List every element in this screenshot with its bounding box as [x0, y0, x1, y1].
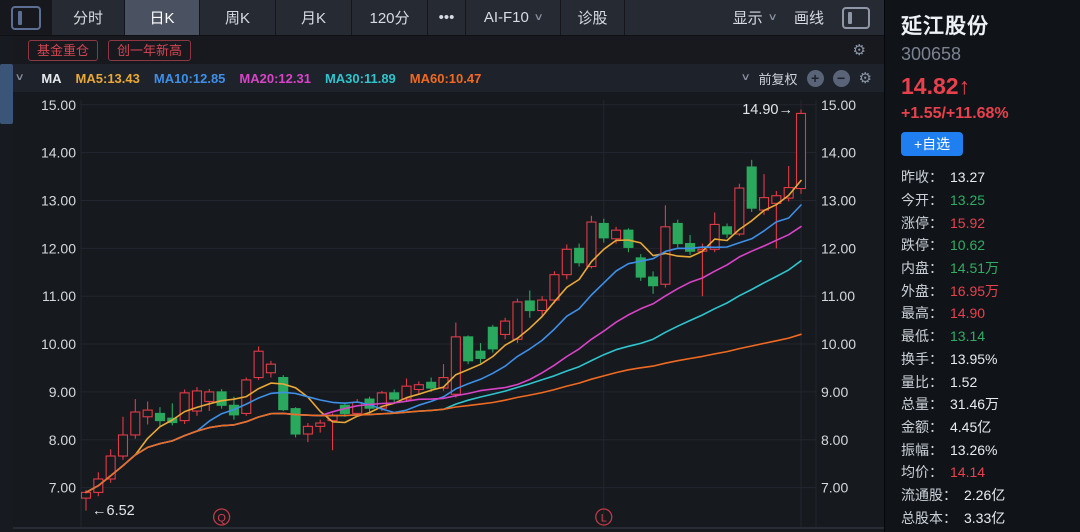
ma30-legend: MA30:11.89	[324, 70, 396, 86]
field-amplitude: 振幅： 13.26%	[901, 441, 998, 458]
field-outer-volume: 外盘： 16.95万	[901, 282, 1000, 299]
left-panel-toggle[interactable]	[0, 0, 52, 35]
ma10-legend: MA10:12.85	[153, 70, 226, 86]
svg-text:15.00: 15.00	[821, 97, 856, 113]
svg-text:L: L	[601, 513, 607, 525]
svg-text:13.00: 13.00	[821, 193, 856, 209]
candlestick-chart[interactable]: 15.00 15.00 14.00 14.00 13.00 13.00 12.00 12.00…	[0, 92, 884, 532]
tab-zhengu[interactable]: 诊股	[561, 0, 625, 35]
zoom-out-button[interactable]: −	[832, 69, 850, 87]
badge-one-year-high[interactable]: 创一年新高	[108, 39, 192, 61]
field-limit-down: 跌停： 10.62	[901, 237, 986, 254]
tab-minute-chart[interactable]: 分时	[52, 0, 125, 35]
layout-panel-icon	[11, 5, 41, 30]
svg-text:9.00: 9.00	[49, 384, 76, 400]
field-avg-price: 均价： 14.14	[901, 464, 986, 481]
tag-row: 基金重仓 创一年新高 ⚙	[0, 36, 884, 64]
svg-text:9.00: 9.00	[821, 384, 848, 400]
field-prev-close: 昨收： 13.27	[901, 169, 986, 186]
svg-text:7.00: 7.00	[821, 480, 848, 496]
toolbar-spacer	[625, 0, 733, 35]
toolbar: 分时 日K 周K 月K 120分 ••• AI-F10 ∨ 诊股 显示 ∨ 画线	[0, 0, 884, 36]
zoom-in-button[interactable]: +	[806, 69, 824, 87]
adjust-mode-label[interactable]: 前复权	[758, 71, 798, 87]
tab-ai-f10[interactable]: AI-F10 ∨	[466, 0, 561, 35]
tab-monthly-k[interactable]: 月K	[276, 0, 352, 35]
field-total-volume: 总量： 31.46万	[901, 396, 1000, 413]
display-menu[interactable]: 显示 ∨	[732, 7, 778, 28]
svg-text:14.00: 14.00	[41, 145, 76, 161]
chevron-down-icon[interactable]: ∨	[740, 72, 751, 83]
svg-text:8.00: 8.00	[49, 432, 76, 448]
ma20-legend: MA20:12.31	[239, 70, 311, 86]
kline-chart-area[interactable]: 15.00 15.00 14.00 14.00 13.00 13.00 12.00 12.00…	[0, 92, 884, 532]
stock-info-panel: 延江股份 300658 14.82↑ +1.55/+11.68% +自选 昨收：…	[884, 0, 1080, 532]
svg-text:7.00: 7.00	[49, 480, 76, 496]
ma-controls: ∨ 前复权 + − ⚙	[740, 64, 872, 92]
svg-text:Q: Q	[217, 513, 226, 525]
svg-text:13.00: 13.00	[41, 193, 76, 209]
field-open: 今开： 13.25	[901, 192, 986, 209]
field-high: 最高： 14.90	[901, 305, 986, 322]
stock-code: 300658	[901, 44, 962, 64]
add-watchlist-button[interactable]: +自选	[901, 132, 964, 156]
svg-text:12.00: 12.00	[41, 240, 76, 256]
svg-text:10.00: 10.00	[41, 336, 76, 352]
chevron-down-icon: ∨	[767, 11, 778, 23]
svg-text:15.00: 15.00	[41, 97, 76, 113]
collapse-chevron-icon[interactable]: ∨	[14, 72, 25, 83]
display-label: 显示	[732, 10, 763, 27]
svg-text:8.00: 8.00	[821, 432, 848, 448]
svg-text:14.00: 14.00	[821, 145, 856, 161]
stock-name: 延江股份	[901, 15, 989, 38]
field-float-shares: 流通股： 2.26亿	[901, 486, 1006, 503]
panel-toggle-icon	[842, 6, 870, 29]
field-low: 最低： 13.14	[901, 328, 986, 345]
ma-title: MA	[41, 70, 62, 86]
left-scroll-strip	[0, 36, 13, 532]
tab-daily-k[interactable]: 日K	[125, 0, 200, 35]
draw-line-label: 画线	[793, 10, 824, 27]
last-price: 14.82↑	[901, 73, 971, 99]
tab-120min[interactable]: 120分	[352, 0, 428, 35]
ma60-legend: MA60:10.47	[409, 70, 482, 86]
ai-f10-label: AI-F10	[483, 9, 529, 26]
field-total-shares: 总股本： 3.33亿	[901, 509, 1006, 526]
scrollbar-thumb[interactable]	[0, 64, 13, 124]
quote-fields: 昨收： 13.27 今开： 13.25 涨停： 15.92 跌停： 10.62 内盘： 1…	[901, 166, 1080, 529]
price-change: +1.55/+11.68%	[901, 105, 1009, 122]
field-limit-up: 涨停： 15.92	[901, 214, 986, 231]
svg-text:14.90→: 14.90→	[742, 102, 793, 118]
field-amount: 金额： 4.45亿	[901, 418, 992, 435]
tag-settings-gear-icon[interactable]: ⚙	[852, 42, 866, 59]
ma5-legend: MA5:13.43	[75, 70, 140, 86]
svg-text:11.00: 11.00	[42, 288, 76, 304]
chart-settings-gear-icon[interactable]: ⚙	[858, 70, 872, 87]
ma-indicator-bar: ∨ MA MA5:13.43 MA10:12.85 MA20:12.31 MA3…	[0, 64, 884, 92]
right-panel-toggle[interactable]	[842, 6, 870, 29]
tab-weekly-k[interactable]: 周K	[200, 0, 276, 35]
svg-text:12.00: 12.00	[821, 240, 856, 256]
svg-text:←6.52: ←6.52	[92, 503, 135, 519]
pane-divider[interactable]	[0, 527, 884, 529]
toolbar-right: 显示 ∨ 画线	[733, 0, 884, 35]
svg-text:10.00: 10.00	[821, 336, 856, 352]
field-turnover-rate: 换手： 13.95%	[901, 350, 998, 367]
svg-text:11.00: 11.00	[821, 288, 855, 304]
draw-line-button[interactable]: 画线	[794, 7, 824, 28]
field-volume-ratio: 量比： 1.52	[901, 373, 978, 390]
field-inner-volume: 内盘： 14.51万	[901, 260, 1000, 277]
more-periods-button[interactable]: •••	[428, 0, 466, 35]
chevron-down-icon: ∨	[533, 11, 544, 23]
badge-fund-holding[interactable]: 基金重仓	[28, 39, 99, 61]
